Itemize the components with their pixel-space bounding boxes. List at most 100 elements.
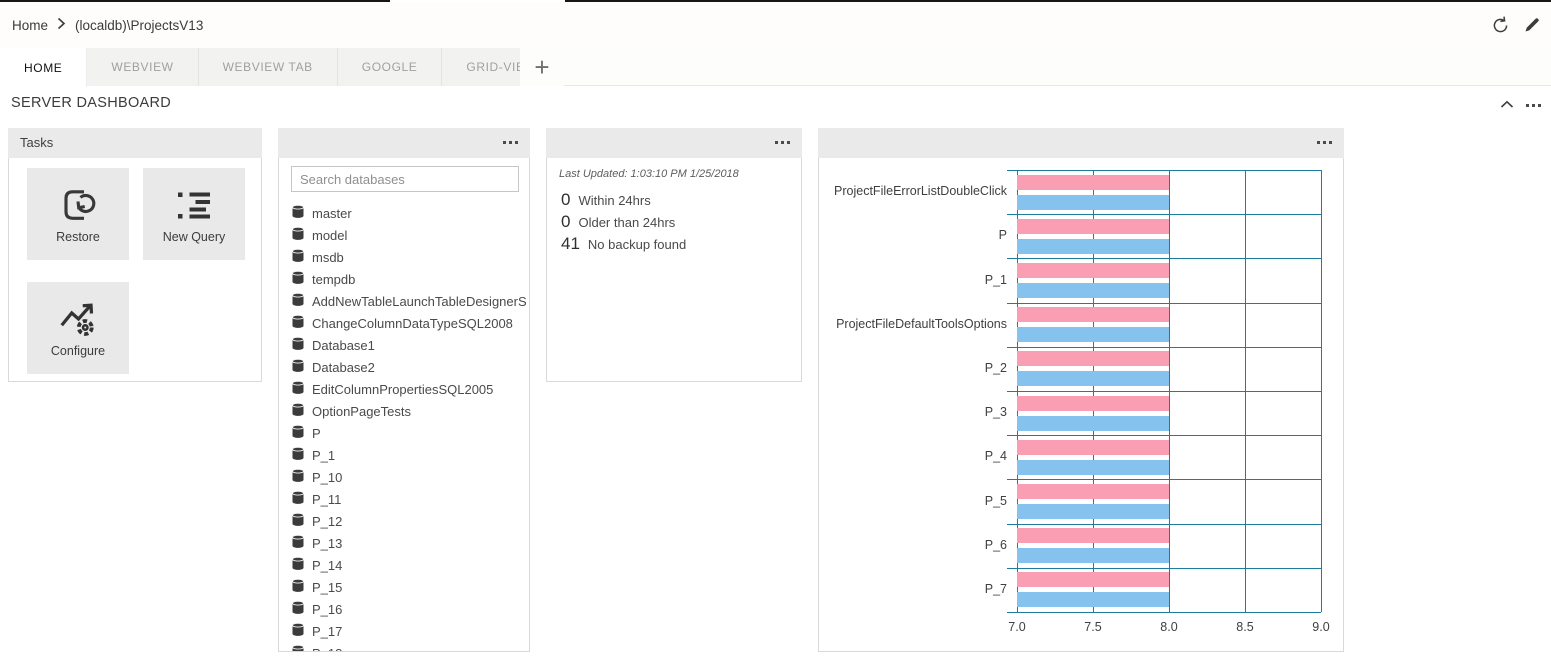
bar-pink bbox=[1017, 440, 1169, 455]
backup-widget-header bbox=[546, 128, 802, 158]
list-item[interactable]: P bbox=[291, 422, 523, 444]
database-name: EditColumnPropertiesSQL2005 bbox=[312, 381, 494, 397]
breadcrumb-home[interactable]: Home bbox=[12, 17, 49, 33]
bar-blue bbox=[1017, 195, 1169, 210]
database-icon bbox=[291, 600, 305, 618]
list-item[interactable]: P_15 bbox=[291, 576, 523, 598]
database-name: P_16 bbox=[312, 601, 343, 617]
widget-title: Tasks bbox=[20, 135, 54, 150]
bar-blue bbox=[1017, 239, 1169, 254]
database-icon bbox=[291, 204, 305, 222]
list-item[interactable]: Database2 bbox=[291, 356, 523, 378]
page-title: SERVER DASHBOARD bbox=[11, 95, 172, 111]
database-name: Database1 bbox=[312, 337, 375, 353]
category-label: P_5 bbox=[984, 494, 1007, 508]
widget-chart: 7.0 7.5 8.0 8.5 9.0 ProjectFileErrorListDoubl… bbox=[818, 128, 1344, 652]
list-item[interactable]: master bbox=[291, 202, 523, 224]
list-item[interactable]: P_13 bbox=[291, 532, 523, 554]
widget-tasks: Tasks Restore New Query Configure bbox=[8, 128, 262, 382]
ellipsis-icon[interactable] bbox=[1526, 103, 1541, 107]
database-icon bbox=[291, 248, 305, 266]
bar-pink bbox=[1017, 572, 1169, 587]
gridline-horizontal bbox=[1007, 391, 1321, 392]
list-item[interactable]: P_10 bbox=[291, 466, 523, 488]
gridline-horizontal bbox=[1007, 612, 1321, 613]
configure-button[interactable]: Configure bbox=[27, 282, 129, 374]
list-item[interactable]: EditColumnPropertiesSQL2005 bbox=[291, 378, 523, 400]
list-item[interactable]: tempdb bbox=[291, 268, 523, 290]
list-item[interactable]: P_14 bbox=[291, 554, 523, 576]
database-icon bbox=[291, 490, 305, 508]
bar-pink bbox=[1017, 396, 1169, 411]
category-label: ProjectFileErrorListDoubleClick bbox=[834, 184, 1007, 198]
list-item[interactable]: Database1 bbox=[291, 334, 523, 356]
widget-databases: master model msdb tempdb AddNewTableLaunchTa… bbox=[278, 128, 530, 652]
list-item[interactable]: P_17 bbox=[291, 620, 523, 642]
database-icon bbox=[291, 534, 305, 552]
gridline-horizontal bbox=[1007, 524, 1321, 525]
ellipsis-icon[interactable] bbox=[775, 141, 790, 144]
bar-blue bbox=[1017, 416, 1169, 431]
category-label: P bbox=[998, 228, 1007, 242]
gridline-horizontal bbox=[1007, 568, 1321, 569]
list-item[interactable]: P_18 bbox=[291, 642, 523, 651]
list-item[interactable]: AddNewTableLaunchTableDesignerS bbox=[291, 290, 527, 312]
category-label: P_6 bbox=[984, 538, 1007, 552]
restore-button[interactable]: Restore bbox=[27, 168, 129, 260]
new-query-button[interactable]: New Query bbox=[143, 168, 245, 260]
tab-strip: HOME WEBVIEW WEBVIEW TAB GOOGLE GRID-VIEW + bbox=[0, 48, 1551, 87]
tab-webview-tab[interactable]: WEBVIEW TAB bbox=[198, 48, 338, 86]
database-name: OptionPageTests bbox=[312, 403, 412, 419]
list-item[interactable]: model bbox=[291, 224, 523, 246]
bar-blue bbox=[1017, 504, 1169, 519]
bar-pink bbox=[1017, 484, 1169, 499]
bar-blue bbox=[1017, 592, 1169, 607]
tab-home[interactable]: HOME bbox=[0, 48, 88, 87]
refresh-icon[interactable] bbox=[1490, 15, 1511, 36]
list-item[interactable]: OptionPageTests bbox=[291, 400, 523, 422]
stat-row: 41 No backup found bbox=[561, 234, 686, 256]
chevron-up-icon[interactable] bbox=[1500, 96, 1514, 114]
database-search-input[interactable] bbox=[291, 166, 519, 192]
database-name: Database2 bbox=[312, 359, 375, 375]
database-icon bbox=[291, 380, 305, 398]
tab-google[interactable]: GOOGLE bbox=[337, 48, 443, 86]
list-item[interactable]: P_16 bbox=[291, 598, 523, 620]
database-icon bbox=[291, 644, 305, 651]
list-item[interactable]: msdb bbox=[291, 246, 523, 268]
gridline-horizontal bbox=[1007, 303, 1321, 304]
breadcrumb-server[interactable]: (localdb)\ProjectsV13 bbox=[75, 17, 204, 33]
bar-blue bbox=[1017, 460, 1169, 475]
stat-row: 0 Older than 24hrs bbox=[561, 212, 686, 234]
database-icon bbox=[291, 226, 305, 244]
ellipsis-icon[interactable] bbox=[1317, 141, 1332, 144]
window-top-edge bbox=[0, 0, 390, 2]
database-icon bbox=[291, 314, 305, 332]
add-tab-button[interactable]: + bbox=[520, 48, 564, 86]
database-name: P_10 bbox=[312, 469, 343, 485]
pencil-icon[interactable] bbox=[1523, 16, 1541, 34]
database-icon bbox=[291, 446, 305, 464]
backup-stats: 0 Within 24hrs 0 Older than 24hrs 41 No backu… bbox=[561, 190, 686, 256]
database-name: P_17 bbox=[312, 623, 343, 639]
x-tick-label: 8.5 bbox=[1236, 620, 1254, 634]
stat-label: Within 24hrs bbox=[578, 193, 651, 208]
database-icon bbox=[291, 270, 305, 288]
ellipsis-icon[interactable] bbox=[503, 141, 518, 144]
x-tick-label: 9.0 bbox=[1312, 620, 1330, 634]
bar-pink bbox=[1017, 263, 1169, 278]
window-top-edge bbox=[565, 0, 1551, 2]
tab-webview[interactable]: WEBVIEW bbox=[87, 48, 199, 86]
widget-backup-status: Last Updated: 1:03:10 PM 1/25/2018 0 With… bbox=[546, 128, 802, 382]
list-item[interactable]: ChangeColumnDataTypeSQL2008 bbox=[291, 312, 523, 334]
bar-pink bbox=[1017, 219, 1169, 234]
list-item[interactable]: P_1 bbox=[291, 444, 523, 466]
list-item[interactable]: P_11 bbox=[291, 488, 523, 510]
tile-label: Restore bbox=[56, 229, 100, 244]
database-name: msdb bbox=[312, 249, 344, 265]
list-item[interactable]: P_12 bbox=[291, 510, 523, 532]
configure-icon bbox=[58, 299, 98, 339]
restore-icon bbox=[58, 185, 98, 225]
stat-row: 0 Within 24hrs bbox=[561, 190, 686, 212]
chevron-right-icon bbox=[57, 17, 66, 33]
